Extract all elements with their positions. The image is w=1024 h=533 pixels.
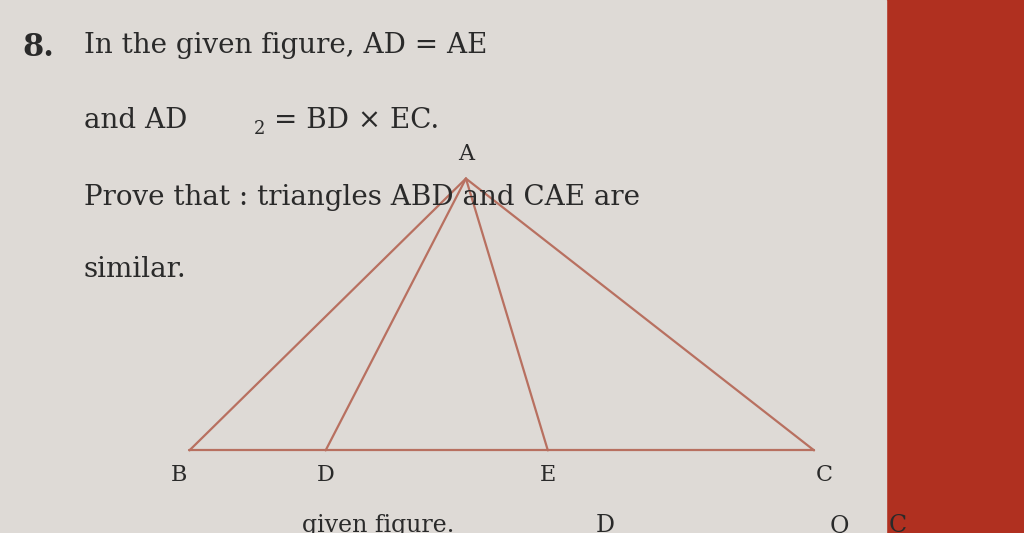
Text: Prove that : triangles ABD and CAE are: Prove that : triangles ABD and CAE are	[84, 184, 640, 211]
Text: and AD: and AD	[84, 107, 187, 134]
Text: given figure.: given figure.	[302, 514, 455, 533]
Text: C: C	[889, 514, 907, 533]
Text: In the given figure, AD = AE: In the given figure, AD = AE	[84, 32, 487, 59]
Text: E: E	[540, 464, 556, 486]
Text: Q: Q	[829, 514, 849, 533]
Text: similar.: similar.	[84, 256, 186, 283]
Text: D: D	[316, 464, 335, 486]
Text: C: C	[816, 464, 833, 486]
Text: A: A	[458, 143, 474, 165]
Text: 8.: 8.	[23, 32, 54, 63]
Text: = BD × EC.: = BD × EC.	[274, 107, 439, 134]
Bar	[0, 0, 886, 533]
Text: 2: 2	[254, 120, 265, 138]
Bar	[886, 0, 1024, 533]
Text: B: B	[171, 464, 187, 486]
Text: D: D	[596, 514, 615, 533]
